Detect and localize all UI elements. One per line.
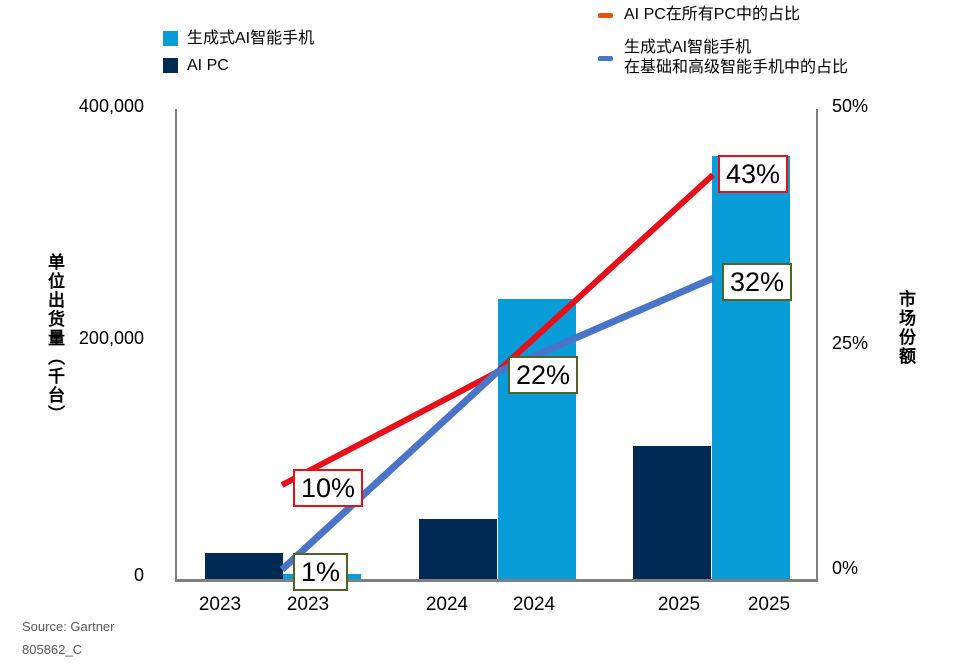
x-tick-label: 2023 (198, 594, 242, 615)
legend-label-genai-smartphone: 生成式AI智能手机 (187, 30, 315, 47)
bar-genai-smartphone-2025 (712, 156, 790, 579)
bar-genai-smartphone-2024 (498, 299, 576, 579)
right-axis-tick-0: 0% (832, 558, 859, 578)
legend-label-ai-pc-share: AI PC在所有PC中的占比 (624, 6, 801, 23)
document-id: 805862_C (22, 642, 82, 657)
x-tick-label: 2025 (747, 594, 791, 615)
genai-smartphone-swatch (163, 31, 178, 46)
line-data-label-1pct: 1% (293, 553, 349, 591)
left-axis-tick-0: 0 (133, 565, 144, 585)
right-axis-tick-25: 25% (832, 333, 869, 353)
legend-item-ai-pc-share: AI PC在所有PC中的占比 (598, 5, 848, 25)
right-axis-line (816, 109, 818, 582)
genai-phone-share-line-swatch (598, 55, 613, 61)
line-legend: AI PC在所有PC中的占比 生成式AI智能手机 在基础和高级智能手机中的占比 (598, 5, 848, 78)
source-note: Source: Gartner (22, 619, 115, 634)
bar-ai-pc-2024 (419, 519, 497, 579)
legend-item-genai-phone-share: 生成式AI智能手机 在基础和高级智能手机中的占比 (598, 38, 848, 78)
x-tick-label: 2024 (512, 594, 556, 615)
bar-ai-pc-2023 (205, 553, 283, 579)
line-data-label-43pct: 43% (718, 155, 789, 193)
left-axis-tick-200000: 200,000 (78, 328, 144, 348)
legend-label-ai-pc: AI PC (187, 57, 229, 74)
line-data-label-22pct: 22% (508, 356, 579, 394)
x-axis-line (175, 579, 818, 582)
left-axis-title: 单位出货量（千台） (45, 253, 64, 424)
ai-pc-share-line-swatch (598, 12, 613, 18)
legend-item-ai-pc: AI PC (163, 57, 314, 74)
x-tick-label: 2023 (286, 594, 330, 615)
legend-item-genai-smartphone: 生成式AI智能手机 (163, 30, 314, 47)
line-data-label-10pct: 10% (293, 469, 364, 507)
left-axis-tick-400000: 400,000 (78, 96, 144, 116)
bar-ai-pc-2025 (633, 446, 711, 579)
right-axis-tick-50: 50% (832, 96, 869, 116)
x-tick-label: 2024 (425, 594, 469, 615)
x-tick-label: 2025 (657, 594, 701, 615)
bar-legend: 生成式AI智能手机 AI PC (163, 30, 314, 74)
right-axis-title: 市场份额 (896, 290, 915, 366)
line-data-label-32pct: 32% (722, 263, 793, 301)
legend-label-genai-phone-share: 生成式AI智能手机 在基础和高级智能手机中的占比 (624, 39, 849, 76)
ai-pc-swatch (163, 58, 178, 73)
left-axis-line (175, 109, 177, 582)
